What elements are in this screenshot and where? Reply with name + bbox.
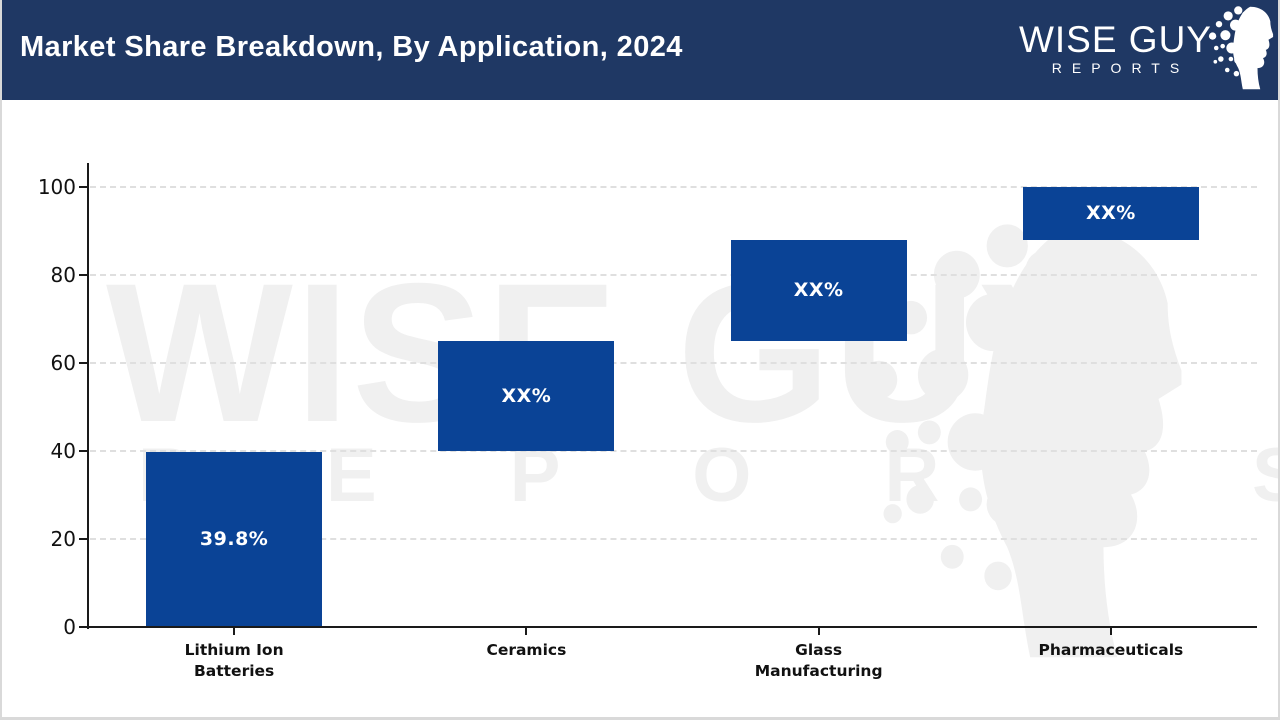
y-axis-tick-label: 80 [50,263,76,287]
logo-wordmark: WISE GUY [1018,18,1212,60]
x-axis-category-label-line: Glass [795,641,843,659]
x-axis [86,626,1257,628]
x-axis-tick [233,627,236,635]
y-axis-tick-label: 100 [37,175,76,199]
bar-glass-manufacturing: XX% [730,239,907,341]
chart-title: Market Share Breakdown, By Application, … [20,30,683,63]
y-axis-tick [79,186,87,188]
header: Market Share Breakdown, By Application, … [0,0,1280,100]
x-axis-category-label: Lithium Ion Batteries [119,640,349,682]
y-axis-tick [79,538,87,540]
x-axis-category-label-line: Manufacturing [754,662,883,680]
gridline [90,450,1257,452]
y-axis-tick [79,450,87,452]
y-axis-tick [79,626,87,628]
bar-value-label: XX% [1085,202,1136,225]
y-axis-tick-label: 20 [50,527,76,551]
bar-ceramics: XX% [438,341,615,451]
bar-value-label: XX% [501,385,552,407]
x-axis-category-label: Pharmaceuticals [996,640,1226,661]
x-axis-category-label: Ceramics [411,640,641,661]
x-axis-category-label-line: Lithium Ion [184,641,284,659]
gridline [90,274,1257,276]
x-axis-tick [1109,627,1112,635]
x-axis-tick [525,627,528,635]
y-axis-tick-label: 60 [50,351,76,375]
y-axis-tick-label: 0 [63,615,76,639]
x-axis-category-label-line: Batteries [193,662,275,680]
y-axis [87,162,89,629]
bar-lithium-ion-batteries: 39.8% [146,451,323,627]
bar-value-label: XX% [793,279,844,302]
logo-head-icon [1208,5,1274,91]
x-axis-category-label-line: Ceramics [486,641,567,659]
gridline [90,538,1257,540]
x-axis-category-label-line: Pharmaceuticals [1038,641,1184,659]
y-axis-tick-label: 40 [50,439,76,463]
y-axis-tick [79,274,87,276]
bar-value-label: 39.8% [199,528,269,551]
x-axis-category-label: Glass Manufacturing [704,640,934,682]
bar-pharmaceuticals: XX% [1022,187,1199,240]
logo-subtitle: REPORTS [1051,59,1190,76]
wiseguy-logo: WISE GUY REPORTS [1019,5,1274,91]
gridline [90,186,1257,188]
gridline [90,362,1257,364]
y-axis-tick [79,362,87,364]
x-axis-tick [817,627,820,635]
